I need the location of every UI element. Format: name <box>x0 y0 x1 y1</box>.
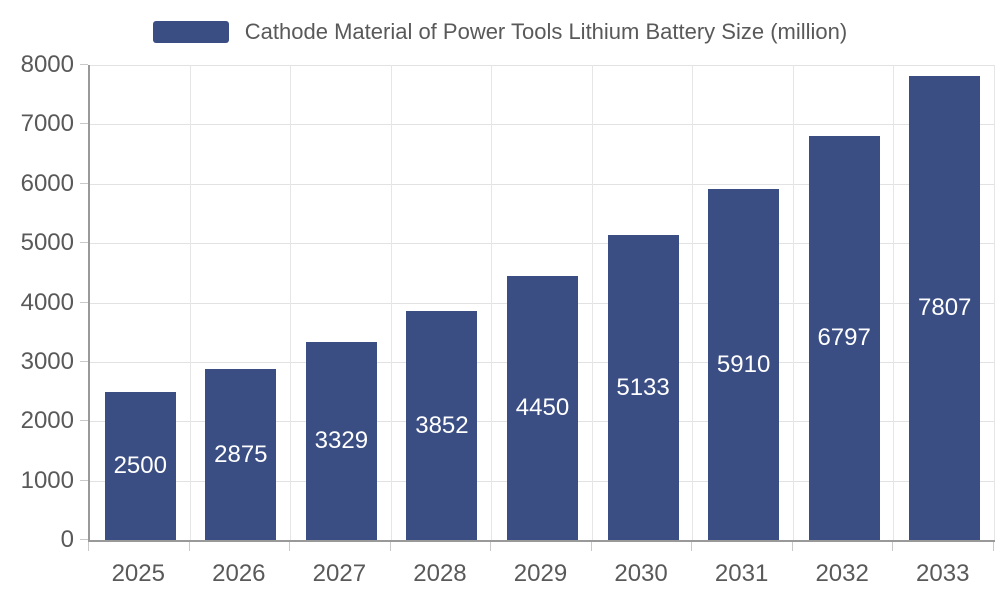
y-tick-label: 6000 <box>20 169 74 197</box>
y-tick-label: 5000 <box>20 229 74 257</box>
y-tick-label: 8000 <box>20 51 74 78</box>
y-tick-label: 7000 <box>20 110 74 138</box>
v-gridline <box>591 65 593 540</box>
x-tick-mark <box>188 542 190 551</box>
bar[interactable]: 4450 <box>507 275 578 540</box>
y-tick-mark <box>80 123 88 125</box>
bar-value-label: 2875 <box>214 440 268 468</box>
y-tick-label: 4000 <box>20 288 74 316</box>
bar-value-label: 5910 <box>716 350 771 378</box>
h-gridline <box>90 65 995 66</box>
x-tick-label: 2026 <box>212 560 266 587</box>
legend: Cathode Material of Power Tools Lithium … <box>0 19 1000 45</box>
v-gridline <box>792 65 794 540</box>
bar-value-label: 6797 <box>817 324 871 352</box>
bar[interactable]: 6797 <box>808 136 880 540</box>
bar[interactable]: 5133 <box>607 235 679 540</box>
bar[interactable]: 3329 <box>305 342 377 540</box>
v-gridline <box>491 65 493 540</box>
y-tick-mark <box>80 479 88 481</box>
bar[interactable]: 2500 <box>104 391 176 540</box>
plot-area: 2500 2875 3329 3852 4450 5133 5910 6797 7807 <box>88 65 995 542</box>
bar[interactable]: 5910 <box>708 189 780 540</box>
legend-item[interactable]: Cathode Material of Power Tools Lithium … <box>152 19 848 45</box>
bar-value-label: 5133 <box>616 373 670 401</box>
h-gridline <box>90 243 995 245</box>
bar[interactable]: 2875 <box>205 369 277 540</box>
v-gridline <box>893 65 895 540</box>
x-tick-mark <box>289 542 291 551</box>
v-gridline <box>692 65 694 540</box>
x-tick-label: 2028 <box>413 560 467 587</box>
legend-label: Cathode Material of Power Tools Lithium … <box>244 19 848 44</box>
v-gridline <box>994 65 995 540</box>
v-gridline <box>390 65 392 540</box>
y-tick-mark <box>80 242 88 244</box>
x-tick-mark <box>993 542 994 551</box>
y-tick-label: 3000 <box>20 347 74 375</box>
x-tick-mark <box>389 542 391 551</box>
x-tick-mark <box>791 542 793 551</box>
bar-value-label: 2500 <box>113 451 167 479</box>
x-tick-label: 2025 <box>111 560 165 587</box>
x-tick-mark <box>892 542 894 551</box>
y-tick-mark <box>80 420 88 422</box>
x-tick-label: 2033 <box>916 560 970 587</box>
v-gridline <box>189 65 191 540</box>
bar[interactable]: 3852 <box>406 311 478 540</box>
x-tick-mark <box>691 542 693 551</box>
x-tick-label: 2032 <box>815 560 869 587</box>
bar-value-label: 4450 <box>515 393 570 421</box>
bar-value-label: 3852 <box>415 411 469 439</box>
y-tick-mark <box>80 64 88 65</box>
x-tick-label: 2031 <box>714 560 769 587</box>
x-tick-mark <box>88 542 89 551</box>
x-tick-mark <box>590 542 592 551</box>
x-tick-label: 2027 <box>312 560 367 587</box>
y-tick-label: 0 <box>60 526 74 553</box>
bar-value-label: 7807 <box>918 294 972 322</box>
y-tick-label: 1000 <box>20 466 74 494</box>
y-tick-mark <box>80 539 88 540</box>
y-tick-mark <box>80 301 88 303</box>
x-tick-mark <box>490 542 492 551</box>
h-gridline <box>90 124 995 126</box>
x-tick-label: 2029 <box>513 560 568 587</box>
bar[interactable]: 7807 <box>909 76 981 540</box>
x-tick-label: 2030 <box>614 560 668 587</box>
legend-swatch <box>152 21 229 43</box>
v-gridline <box>290 65 292 540</box>
h-gridline <box>90 183 995 185</box>
bar-value-label: 3329 <box>314 427 369 455</box>
y-tick-label: 2000 <box>20 407 74 435</box>
y-tick-mark <box>80 360 88 362</box>
y-tick-mark <box>80 182 88 184</box>
